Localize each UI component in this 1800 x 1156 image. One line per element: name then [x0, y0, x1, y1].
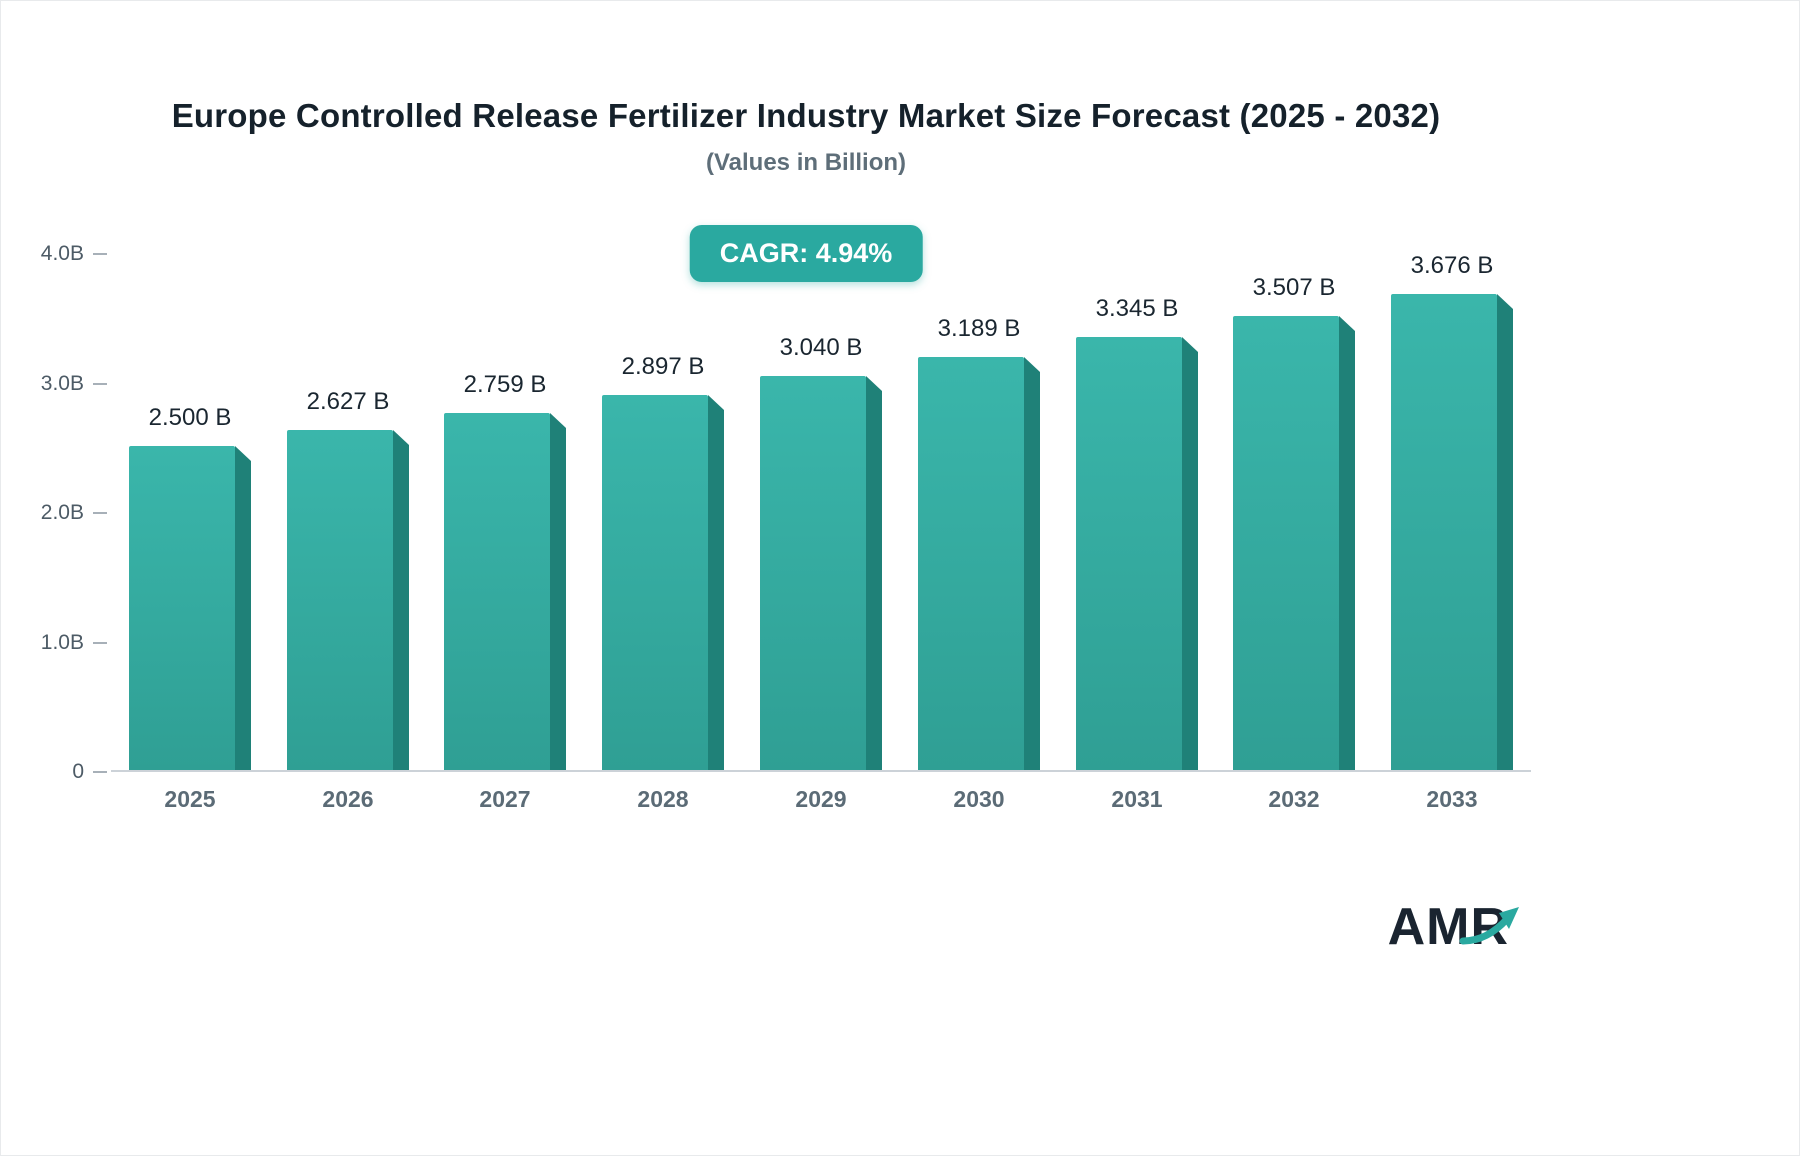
bar-2028 — [602, 395, 724, 770]
bar-group-2027: 2.759 B 2027 — [444, 254, 566, 812]
bar-group-2030: 3.189 B 2030 — [918, 254, 1040, 812]
y-tick-mark — [93, 512, 107, 514]
bar-group-2025: 2.500 B 2025 — [129, 254, 251, 812]
bar-side-face — [708, 395, 724, 770]
bar-front-face — [444, 413, 550, 770]
y-tick-label: 1.0B — [40, 630, 84, 654]
bar-side-face — [1024, 357, 1040, 770]
bar-group-2032: 3.507 B 2032 — [1233, 254, 1355, 812]
bar-front-face — [287, 430, 393, 770]
bar-2033 — [1391, 294, 1513, 770]
bar-front-face — [760, 376, 866, 770]
x-axis-label: 2030 — [953, 786, 1005, 812]
x-axis-label: 2027 — [479, 786, 531, 812]
y-tick: 1.0B — [41, 631, 107, 655]
bar-2027 — [444, 413, 566, 770]
cagr-badge: CAGR: 4.94% — [689, 225, 923, 282]
bar-group-2026: 2.627 B 2026 — [287, 254, 409, 812]
amr-logo-text: AMR — [1387, 898, 1509, 956]
y-tick-label: 0 — [72, 760, 84, 783]
y-tick-mark — [93, 641, 107, 644]
y-tick-mark — [93, 253, 107, 255]
bar-side-face — [235, 446, 251, 770]
bar-front-face — [918, 357, 1024, 770]
x-axis-label: 2033 — [1426, 786, 1478, 812]
y-tick: 2.0B — [41, 501, 107, 525]
amr-logo-arrow-icon — [1459, 907, 1519, 945]
x-axis-label: 2031 — [1111, 786, 1163, 812]
bar-front-face — [1233, 316, 1339, 770]
bar-front-face — [1391, 294, 1497, 770]
bar-side-face — [1339, 316, 1355, 770]
bar-side-face — [550, 413, 566, 770]
x-axis-label: 2028 — [637, 786, 689, 812]
y-tick-label: 2.0B — [40, 501, 84, 524]
bar-group-2029: 3.040 B 2029 — [760, 254, 882, 812]
bar-2026 — [287, 430, 409, 770]
y-tick: 0 — [72, 760, 107, 784]
bar-2030 — [918, 357, 1040, 770]
bar-value-label: 3.040 B — [779, 334, 863, 361]
bar-chart: 4.0B 3.0B 2.0B 1.0B 0 2.500 B 2025 2.627 B 2026… — [41, 242, 1531, 812]
bar-side-face — [1497, 294, 1513, 770]
bar-value-label: 3.507 B — [1252, 274, 1336, 301]
bar-value-label: 3.676 B — [1410, 252, 1494, 279]
bar-front-face — [1076, 337, 1182, 770]
bar-group-2028: 2.897 B 2028 — [602, 254, 724, 812]
chart-subtitle: (Values in Billion) — [705, 149, 907, 176]
bar-2031 — [1076, 337, 1198, 770]
bar-group-2033: 3.676 B 2033 — [1391, 252, 1513, 812]
bar-front-face — [129, 446, 235, 770]
bar-value-label: 2.627 B — [306, 388, 390, 415]
bar-value-label: 3.345 B — [1095, 295, 1179, 322]
bar-side-face — [866, 376, 882, 770]
bar-2032 — [1233, 316, 1355, 770]
bar-side-face — [393, 430, 409, 770]
y-tick-mark — [93, 382, 107, 385]
bar-value-label: 3.189 B — [937, 315, 1021, 342]
bar-2029 — [760, 376, 882, 770]
bar-value-label: 2.897 B — [621, 353, 705, 380]
x-axis-label: 2026 — [322, 786, 374, 812]
amr-logo: AMR — [1387, 897, 1519, 957]
y-tick: 4.0B — [41, 242, 107, 266]
y-tick-label: 4.0B — [40, 242, 84, 265]
x-axis-label: 2025 — [164, 786, 216, 812]
y-tick-mark — [93, 771, 107, 773]
bar-front-face — [602, 395, 708, 770]
bar-group-2031: 3.345 B 2031 — [1076, 254, 1198, 812]
bar-value-label: 2.759 B — [463, 371, 547, 398]
bar-value-label: 2.500 B — [148, 404, 232, 431]
y-axis: 4.0B 3.0B 2.0B 1.0B 0 — [41, 242, 107, 783]
x-axis-label: 2029 — [795, 786, 847, 812]
x-axis-label: 2032 — [1268, 786, 1320, 812]
y-tick-label: 3.0B — [40, 371, 84, 395]
chart-title: Europe Controlled Release Fertilizer Ind… — [171, 97, 1441, 134]
bar-2025 — [129, 446, 251, 770]
y-tick: 3.0B — [41, 372, 107, 396]
plot-area: 2.500 B 2025 2.627 B 2026 2.759 B 2027 2.897 B… — [111, 252, 1531, 812]
bar-side-face — [1182, 337, 1198, 770]
